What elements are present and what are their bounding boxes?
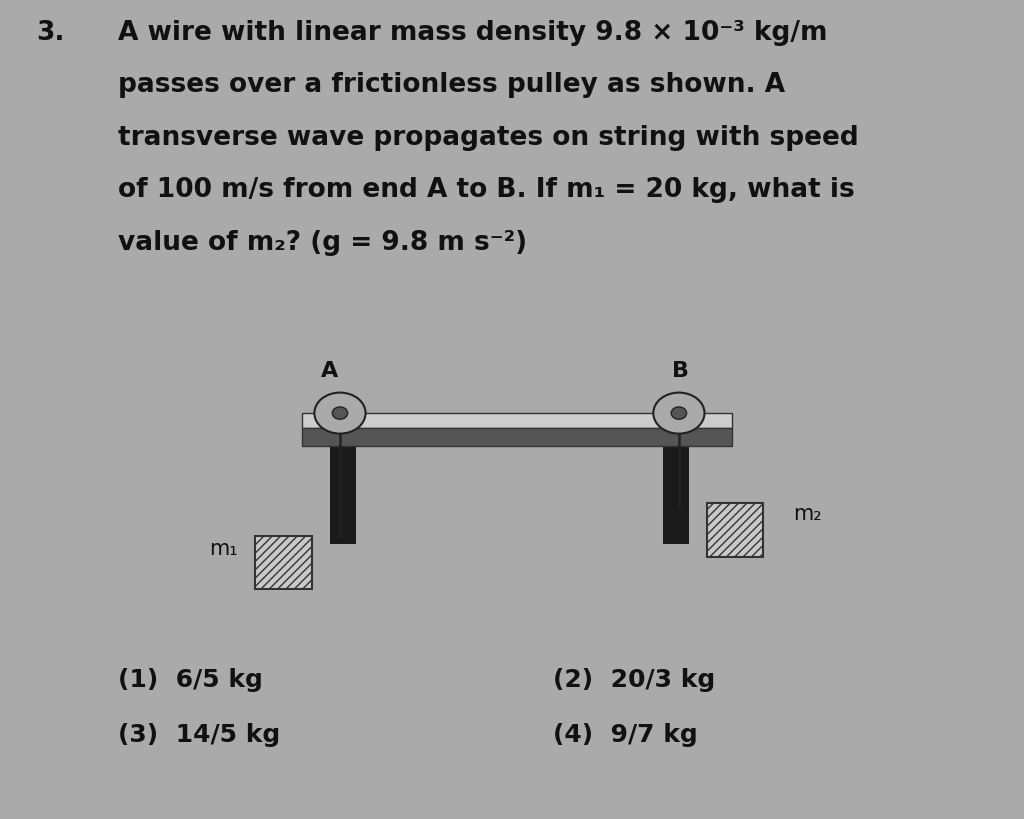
- Circle shape: [314, 393, 366, 434]
- Bar: [256, 536, 312, 590]
- Text: 3.: 3.: [36, 20, 65, 47]
- Text: (4)  9/7 kg: (4) 9/7 kg: [553, 722, 697, 746]
- Text: value of m₂? (g = 9.8 m s⁻²): value of m₂? (g = 9.8 m s⁻²): [118, 229, 527, 256]
- Bar: [707, 504, 764, 557]
- Text: of 100 m/s from end A to B. If m₁ = 20 kg, what is: of 100 m/s from end A to B. If m₁ = 20 k…: [118, 177, 854, 203]
- Circle shape: [332, 408, 348, 419]
- Text: A wire with linear mass density 9.8 × 10⁻³ kg/m: A wire with linear mass density 9.8 × 10…: [118, 20, 827, 47]
- Text: (1)  6/5 kg: (1) 6/5 kg: [118, 667, 262, 691]
- Bar: [302, 428, 732, 446]
- Text: m₂: m₂: [794, 504, 822, 523]
- Text: B: B: [673, 361, 689, 381]
- Bar: [664, 446, 689, 545]
- Bar: [302, 414, 732, 428]
- Bar: [330, 446, 356, 545]
- Text: passes over a frictionless pulley as shown. A: passes over a frictionless pulley as sho…: [118, 72, 784, 98]
- Text: transverse wave propagates on string with speed: transverse wave propagates on string wit…: [118, 124, 858, 151]
- Circle shape: [672, 408, 686, 419]
- Text: m₁: m₁: [209, 539, 238, 559]
- Text: (2)  20/3 kg: (2) 20/3 kg: [553, 667, 715, 691]
- Circle shape: [653, 393, 705, 434]
- Text: A: A: [322, 361, 338, 381]
- Text: (3)  14/5 kg: (3) 14/5 kg: [118, 722, 280, 746]
